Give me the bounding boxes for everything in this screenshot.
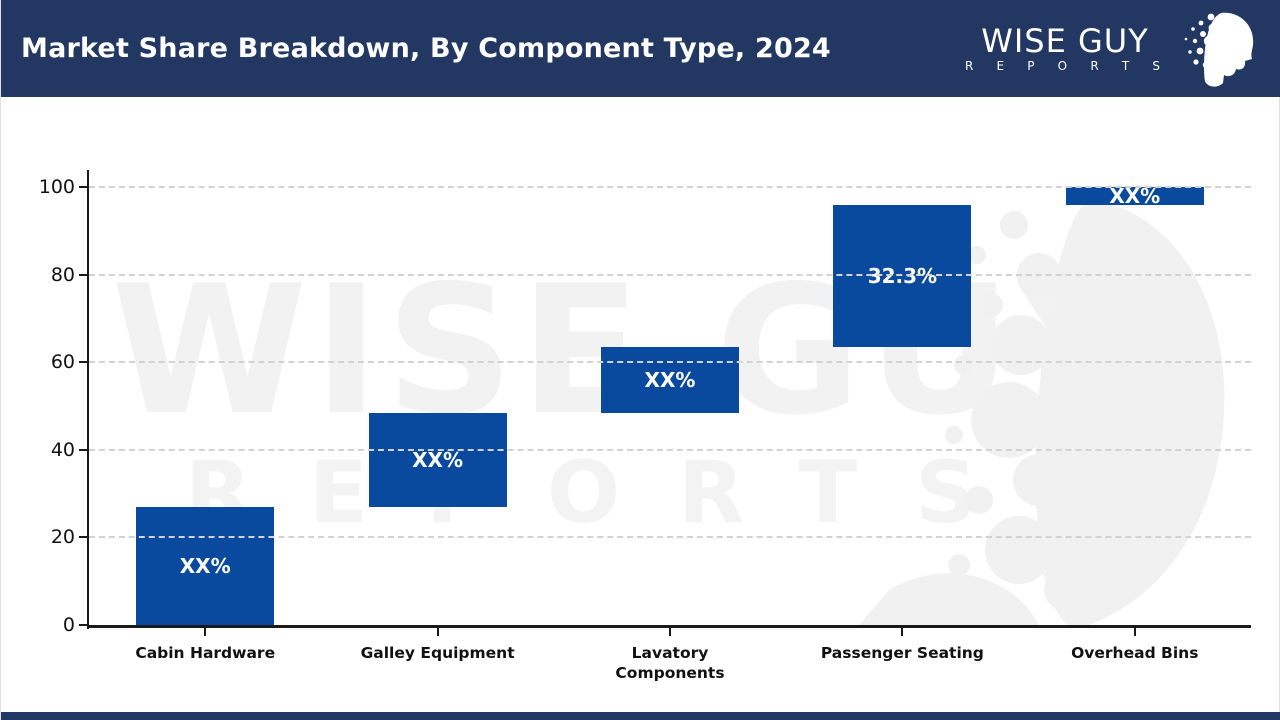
x-tick-cabin-hardware — [204, 628, 207, 636]
brand-subtitle: R E P O R T S — [964, 59, 1171, 73]
gridline-40 — [89, 448, 1251, 451]
x-tick-galley-equipment — [436, 628, 439, 636]
category-label-lavatory-components: Lavatory Components — [615, 644, 725, 683]
y-tick-label-0: 0 — [62, 614, 75, 636]
bar-galley-equipment: XX% — [368, 412, 507, 508]
plot-area: WISE GUY REPORTS 0 20 40 60 80 100 XX% Cabin Ha… — [39, 170, 1251, 682]
gridline-60 — [89, 361, 1251, 364]
y-tick-label-60: 60 — [50, 351, 75, 374]
bar-label-galley-equipment: XX% — [412, 447, 464, 472]
y-tick-label-20: 20 — [50, 526, 75, 549]
y-tick-80 — [79, 273, 87, 276]
y-tick-20 — [79, 536, 87, 539]
y-tick-label-80: 80 — [50, 263, 75, 286]
watermark-reports-text: REPORTS — [185, 443, 1036, 543]
gridline-80 — [89, 273, 1251, 276]
bar-overhead-bins: XX% — [1065, 184, 1204, 208]
category-label-overhead-bins: Overhead Bins — [1071, 644, 1199, 662]
category-label-galley-equipment: Galley Equipment — [360, 644, 515, 662]
page-title: Market Share Breakdown, By Component Typ… — [21, 33, 831, 64]
x-tick-overhead-bins — [1133, 628, 1136, 636]
y-tick-0 — [79, 624, 87, 626]
header-bar: Market Share Breakdown, By Component Typ… — [1, 0, 1280, 97]
bar-label-lavatory-components: XX% — [644, 367, 696, 392]
gridline-20 — [89, 536, 1251, 539]
footer-bar — [1, 712, 1280, 720]
bar-lavatory-components: XX% — [601, 346, 739, 413]
watermark-face-dots — [859, 200, 1225, 625]
category-label-passenger-seating: Passenger Seating — [820, 644, 984, 662]
y-tick-label-40: 40 — [50, 438, 75, 461]
y-tick-label-100: 100 — [38, 176, 75, 198]
y-tick-60 — [79, 361, 87, 364]
y-tick-100 — [79, 186, 87, 188]
x-tick-passenger-seating — [901, 628, 904, 636]
bar-label-passenger-seating: 32.3% — [867, 264, 938, 289]
category-label-cabin-hardware: Cabin Hardware — [135, 644, 276, 662]
x-axis-line — [87, 625, 1251, 628]
brand-logo-text: WISE GUY R E P O R T S — [959, 25, 1171, 72]
brand-name: WISE GUY — [981, 22, 1149, 60]
y-tick-40 — [79, 448, 87, 451]
y-axis-line — [87, 170, 89, 629]
bar-label-cabin-hardware: XX% — [179, 554, 231, 579]
face-dots-icon — [1184, 12, 1254, 87]
bar-passenger-seating: 32.3% — [833, 205, 972, 347]
gridline-100 — [89, 186, 1251, 188]
x-tick-lavatory-components — [669, 628, 671, 636]
brand-logo: WISE GUY R E P O R T S — [959, 7, 1257, 91]
bar-cabin-hardware: XX% — [136, 507, 275, 625]
